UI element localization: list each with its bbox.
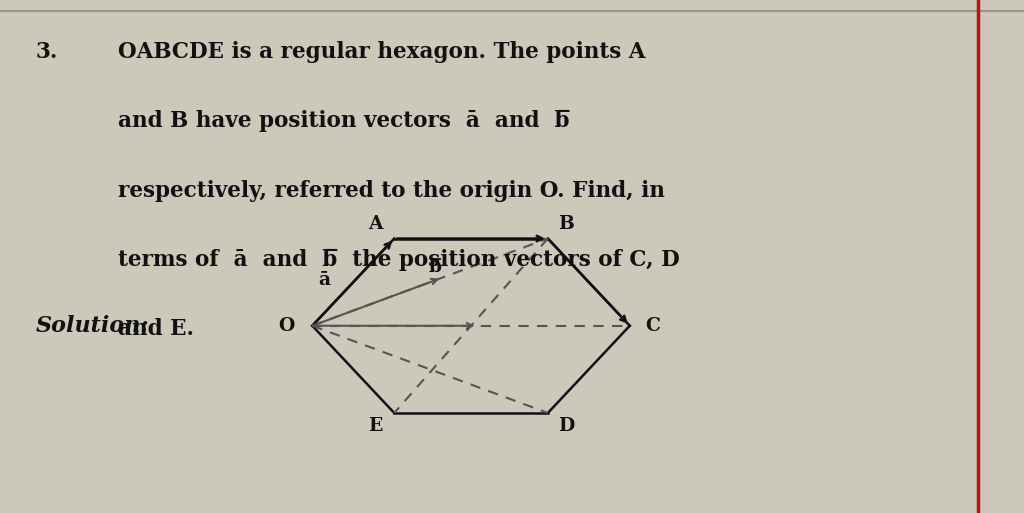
Text: D: D xyxy=(558,417,574,435)
Text: Solution:: Solution: xyxy=(36,315,150,338)
Text: B: B xyxy=(558,215,574,233)
Text: A: A xyxy=(369,215,383,233)
Text: O: O xyxy=(279,317,295,335)
Text: and E.: and E. xyxy=(118,318,194,340)
Text: C: C xyxy=(645,317,659,335)
Text: E: E xyxy=(369,417,383,435)
Text: ā: ā xyxy=(318,270,331,289)
Text: and B have position vectors  ā  and  b̅: and B have position vectors ā and b̅ xyxy=(118,110,569,132)
Text: respectively, referred to the origin O. Find, in: respectively, referred to the origin O. … xyxy=(118,180,665,202)
Text: b̅: b̅ xyxy=(429,258,441,276)
Text: OABCDE is a regular hexagon. The points A: OABCDE is a regular hexagon. The points … xyxy=(118,41,645,63)
Text: terms of  ā  and  b̅  the position vectors of C, D: terms of ā and b̅ the position vectors o… xyxy=(118,249,680,271)
Text: 3.: 3. xyxy=(36,41,58,63)
